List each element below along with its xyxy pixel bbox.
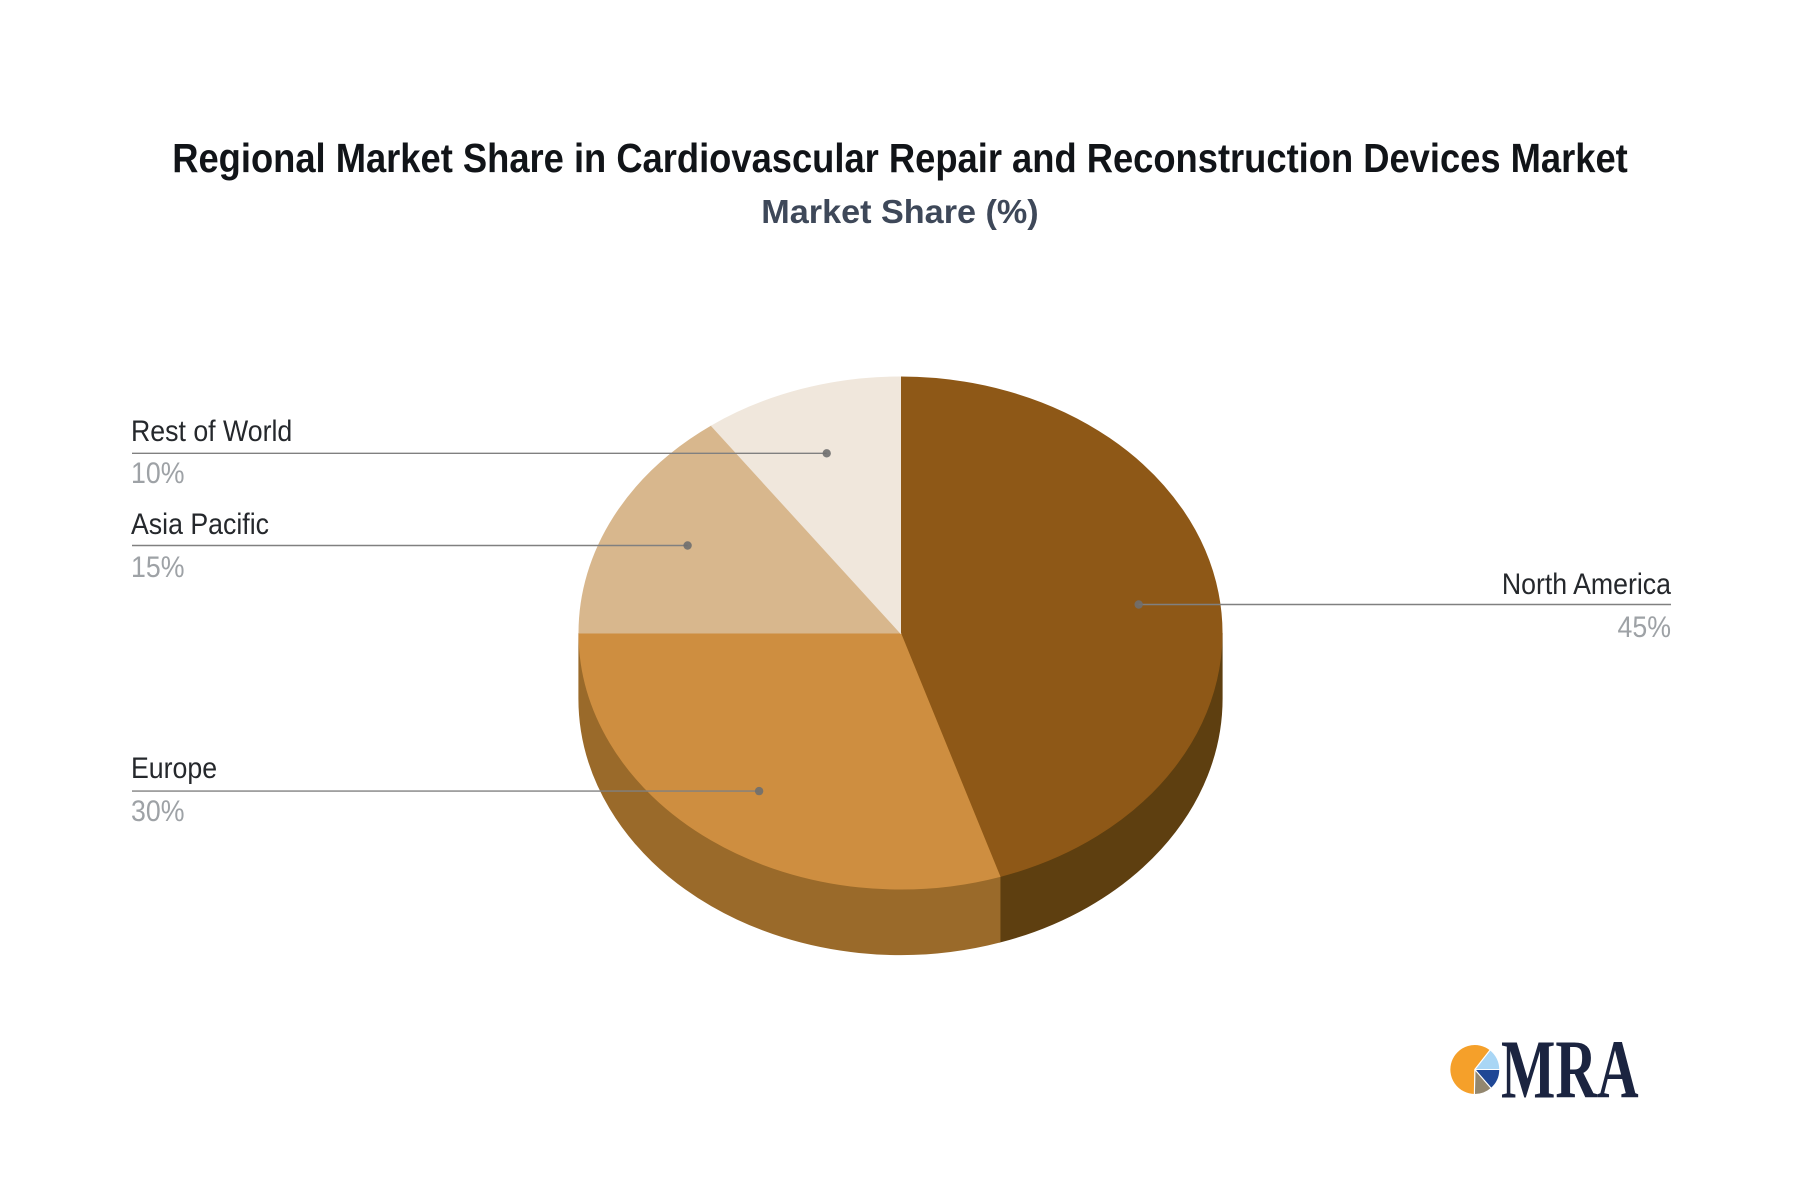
svg-text:MRA: MRA	[1501, 1023, 1639, 1116]
